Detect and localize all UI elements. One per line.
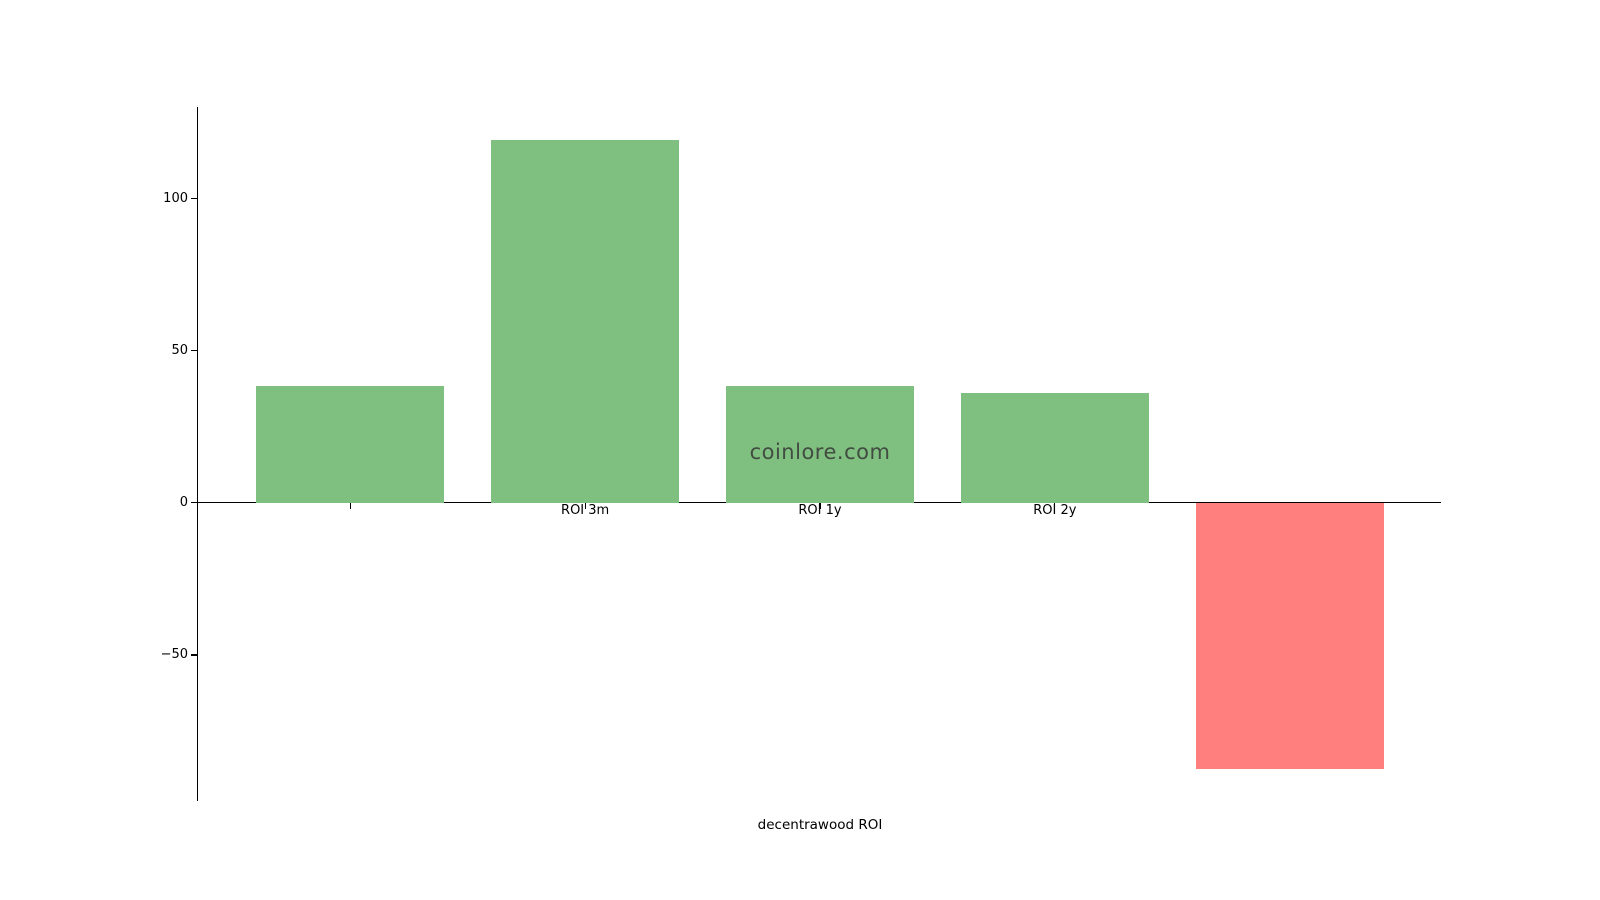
x-tick [1054, 502, 1056, 509]
x-tick-label: ROI 2y [1033, 503, 1077, 519]
x-tick [819, 502, 821, 509]
bar-roi-1y [726, 386, 914, 503]
bar-bar-4 [1195, 502, 1384, 770]
y-tick [190, 654, 197, 656]
x-tick [584, 502, 586, 509]
y-tick-label: 50 [171, 343, 188, 359]
x-tick [349, 502, 351, 509]
x-tick-label: ROI 1y [798, 503, 842, 519]
plot-area: 100 50 0 −50 ROI 3m ROI 1y ROI 2y coinlore.co… [161, 107, 1441, 801]
watermark: coinlore.com [749, 440, 891, 464]
y-tick [190, 197, 197, 200]
y-tick-label: 100 [163, 190, 188, 206]
chart-title: decentrawood ROI [757, 817, 883, 833]
y-axis-line [196, 107, 198, 801]
bar-roi-3m [491, 139, 680, 503]
x-tick-label: ROI 3m [561, 503, 610, 519]
y-tick-label: 0 [179, 495, 188, 511]
y-tick [190, 349, 197, 352]
y-tick-label: −50 [160, 647, 188, 663]
y-tick [190, 502, 197, 504]
bar-roi-2y [960, 393, 1149, 503]
bar-bar-0 [256, 385, 445, 503]
